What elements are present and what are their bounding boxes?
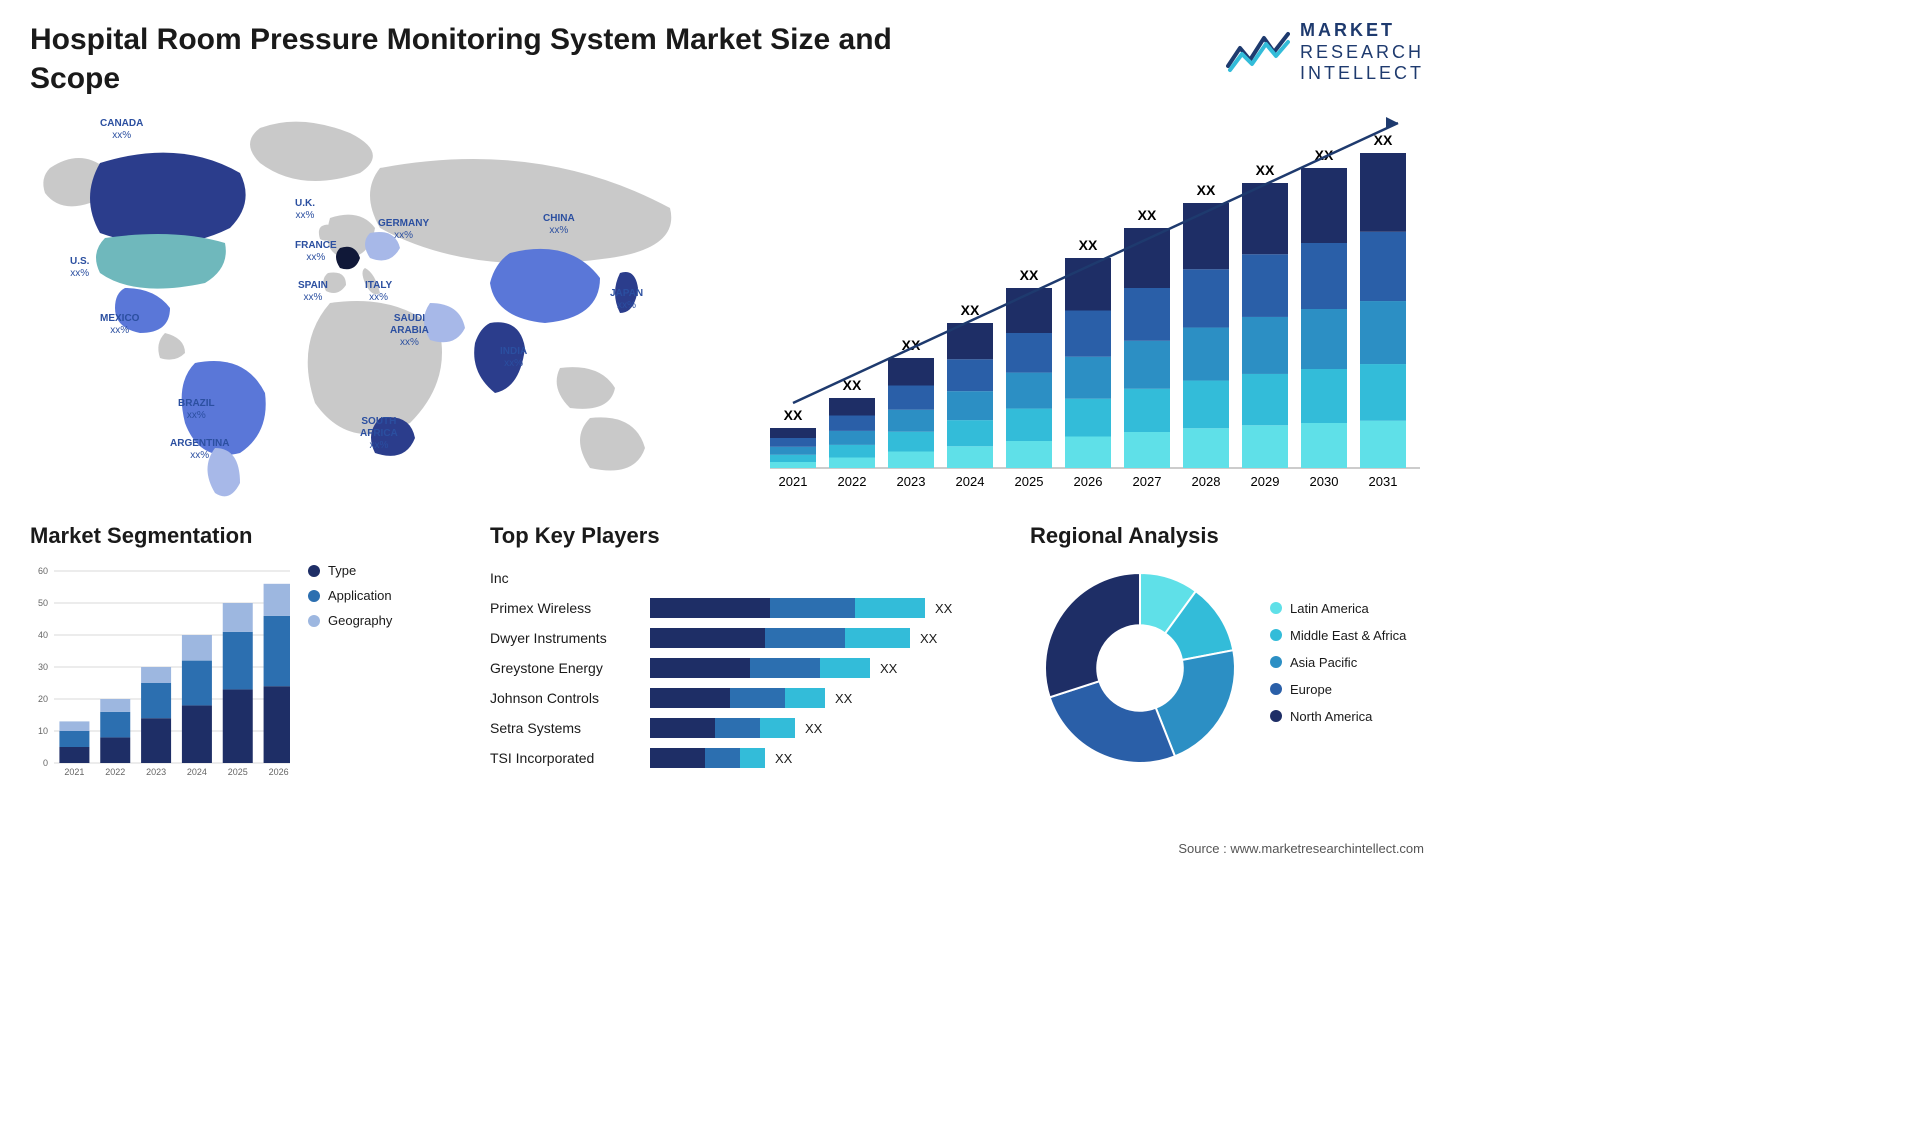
svg-text:XX: XX xyxy=(1256,162,1275,178)
legend-item: Asia Pacific xyxy=(1270,655,1406,670)
svg-text:2030: 2030 xyxy=(1310,474,1339,489)
map-label: CANADAxx% xyxy=(100,118,143,142)
svg-text:50: 50 xyxy=(38,598,48,608)
svg-text:2021: 2021 xyxy=(779,474,808,489)
legend-item: Type xyxy=(308,563,392,578)
legend-item: Middle East & Africa xyxy=(1270,628,1406,643)
svg-text:2021: 2021 xyxy=(64,767,84,777)
growth-chart: XX 2021 XX 2022 XX 2023 XX 2024 XX 2025 XX 2026 XX 20… xyxy=(760,108,1430,508)
svg-text:XX: XX xyxy=(961,302,980,318)
regional-panel: Regional Analysis Latin America Middle Ea… xyxy=(1030,523,1424,788)
legend-item: Application xyxy=(308,588,392,603)
player-row: Setra SystemsXX xyxy=(490,713,1000,743)
svg-text:2026: 2026 xyxy=(269,767,289,777)
map-label: U.S.xx% xyxy=(70,256,89,280)
svg-text:XX: XX xyxy=(1138,207,1157,223)
svg-text:60: 60 xyxy=(38,566,48,576)
svg-text:2025: 2025 xyxy=(228,767,248,777)
svg-text:XX: XX xyxy=(1079,237,1098,253)
player-row: TSI IncorporatedXX xyxy=(490,743,1000,773)
svg-text:2023: 2023 xyxy=(146,767,166,777)
segmentation-heading: Market Segmentation xyxy=(30,523,460,549)
legend-item: Latin America xyxy=(1270,601,1406,616)
legend-item: Europe xyxy=(1270,682,1406,697)
map-label: INDIAxx% xyxy=(500,346,527,370)
map-label: SPAINxx% xyxy=(298,280,328,304)
map-label: ARGENTINAxx% xyxy=(170,438,229,462)
map-label: MEXICOxx% xyxy=(100,313,139,337)
svg-text:2023: 2023 xyxy=(897,474,926,489)
svg-text:2022: 2022 xyxy=(838,474,867,489)
map-label: ITALYxx% xyxy=(365,280,392,304)
player-row: Dwyer InstrumentsXX xyxy=(490,623,1000,653)
svg-text:XX: XX xyxy=(1197,182,1216,198)
svg-text:2024: 2024 xyxy=(956,474,985,489)
logo-line1: MARKET xyxy=(1300,20,1424,42)
svg-text:2031: 2031 xyxy=(1369,474,1398,489)
legend-item: Geography xyxy=(308,613,392,628)
source-note: Source : www.marketresearchintellect.com xyxy=(1178,841,1424,856)
svg-text:XX: XX xyxy=(1374,132,1393,148)
svg-text:2026: 2026 xyxy=(1074,474,1103,489)
page-title: Hospital Room Pressure Monitoring System… xyxy=(30,20,930,98)
svg-text:2027: 2027 xyxy=(1133,474,1162,489)
key-players-panel: Top Key Players IncPrimex WirelessXXDwye… xyxy=(490,523,1000,788)
svg-text:0: 0 xyxy=(43,758,48,768)
brand-logo: MARKET RESEARCH INTELLECT xyxy=(1226,20,1424,85)
svg-text:2028: 2028 xyxy=(1192,474,1221,489)
logo-icon xyxy=(1226,30,1290,74)
map-label: SOUTHAFRICAxx% xyxy=(360,416,398,452)
logo-line2: RESEARCH xyxy=(1300,42,1424,64)
player-row: Inc xyxy=(490,563,1000,593)
svg-text:2025: 2025 xyxy=(1015,474,1044,489)
svg-text:40: 40 xyxy=(38,630,48,640)
player-row: Primex WirelessXX xyxy=(490,593,1000,623)
segmentation-panel: Market Segmentation 0 10 20 30 40 50 60 2021 202… xyxy=(30,523,460,788)
players-heading: Top Key Players xyxy=(490,523,1000,549)
map-label: U.K.xx% xyxy=(295,198,315,222)
player-row: Greystone EnergyXX xyxy=(490,653,1000,683)
map-label: FRANCExx% xyxy=(295,240,337,264)
svg-text:2022: 2022 xyxy=(105,767,125,777)
svg-text:20: 20 xyxy=(38,694,48,704)
svg-text:2024: 2024 xyxy=(187,767,207,777)
svg-text:30: 30 xyxy=(38,662,48,672)
map-label: GERMANYxx% xyxy=(378,218,429,242)
map-label: SAUDIARABIAxx% xyxy=(390,313,429,349)
svg-text:XX: XX xyxy=(784,407,803,423)
map-label: BRAZILxx% xyxy=(178,398,215,422)
map-label: CHINAxx% xyxy=(543,213,575,237)
svg-text:10: 10 xyxy=(38,726,48,736)
logo-line3: INTELLECT xyxy=(1300,63,1424,85)
legend-item: North America xyxy=(1270,709,1406,724)
player-row: Johnson ControlsXX xyxy=(490,683,1000,713)
svg-text:2029: 2029 xyxy=(1251,474,1280,489)
regional-heading: Regional Analysis xyxy=(1030,523,1424,549)
world-map: CANADAxx% U.S.xx% MEXICOxx% BRAZILxx% ARGENT… xyxy=(30,108,730,508)
svg-text:XX: XX xyxy=(1020,267,1039,283)
map-label: JAPANxx% xyxy=(610,288,643,312)
